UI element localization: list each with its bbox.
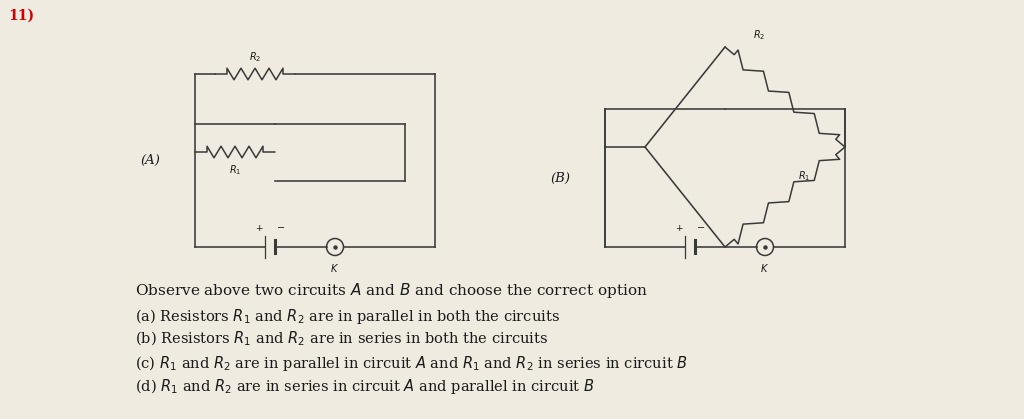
Text: (c) $R_1$ and $R_2$ are in parallel in circuit $A$ and $R_1$ and $R_2$ in series: (c) $R_1$ and $R_2$ are in parallel in c… (135, 354, 688, 372)
Text: (A): (A) (140, 154, 160, 167)
Text: $R_1$: $R_1$ (228, 163, 242, 177)
Text: −: − (276, 224, 285, 233)
Text: (a) Resistors $R_1$ and $R_2$ are in parallel in both the circuits: (a) Resistors $R_1$ and $R_2$ are in par… (135, 307, 560, 326)
Text: (b) Resistors $R_1$ and $R_2$ are in series in both the circuits: (b) Resistors $R_1$ and $R_2$ are in ser… (135, 330, 548, 349)
Text: (B): (B) (550, 171, 570, 184)
Text: $R_2$: $R_2$ (249, 50, 261, 64)
Text: (d) $R_1$ and $R_2$ are in series in circuit $A$ and parallel in circuit $B$: (d) $R_1$ and $R_2$ are in series in cir… (135, 377, 594, 396)
Text: +: + (675, 224, 683, 233)
Text: +: + (255, 224, 263, 233)
Text: 11): 11) (8, 9, 34, 23)
Text: $R_2$: $R_2$ (753, 28, 765, 42)
Text: $K$: $K$ (331, 261, 340, 274)
Text: −: − (697, 224, 706, 233)
Text: Observe above two circuits $A$ and $B$ and choose the correct option: Observe above two circuits $A$ and $B$ a… (135, 281, 648, 300)
Text: $R_1$: $R_1$ (798, 169, 810, 183)
Text: $K$: $K$ (761, 261, 769, 274)
